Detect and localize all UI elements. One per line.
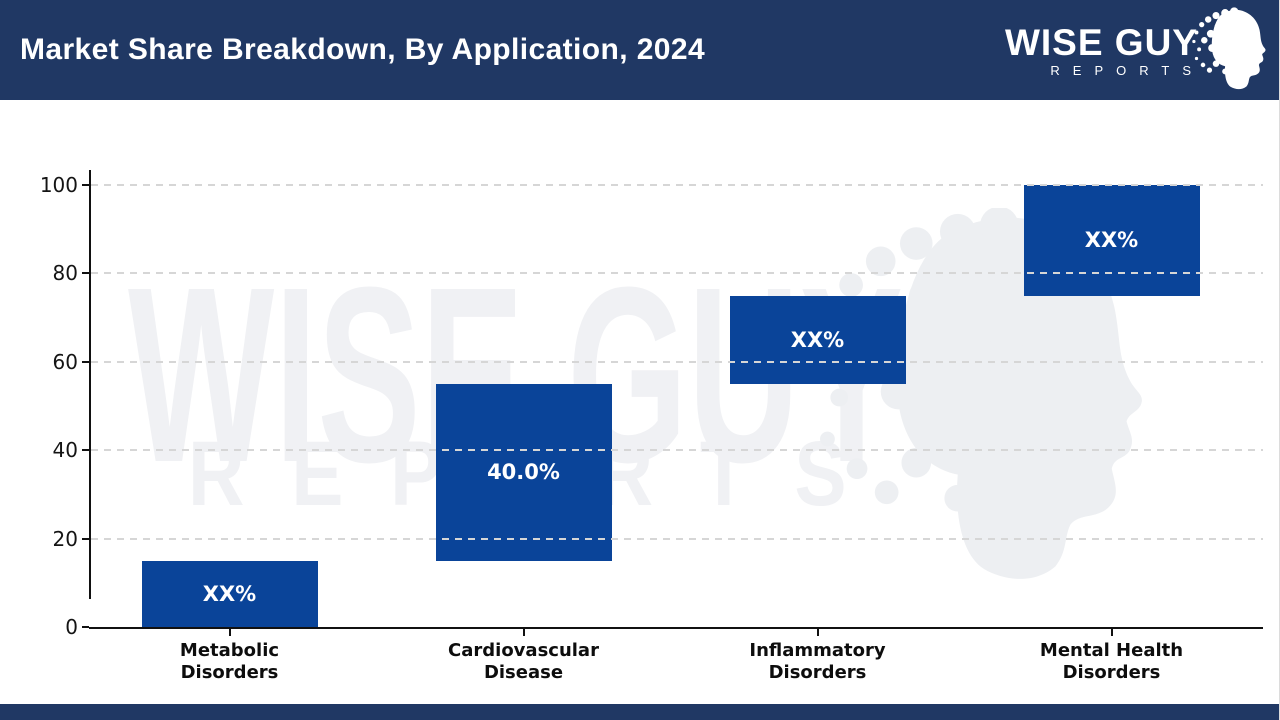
bar-value-label: 40.0%: [487, 460, 560, 485]
bar-value-label: XX%: [202, 581, 257, 606]
header: Market Share Breakdown, By Application, …: [0, 0, 1279, 100]
page-title: Market Share Breakdown, By Application, …: [20, 33, 706, 66]
gridline: [91, 184, 1263, 186]
logo-face-icon: [1192, 7, 1266, 90]
y-tick-mark: [82, 537, 89, 540]
logo: WISE GUY REPORTS: [1005, 0, 1270, 100]
y-tick-label: 0: [65, 615, 78, 639]
y-axis-line: [89, 170, 91, 599]
y-tick-mark: [82, 272, 89, 275]
bar-segment: [141, 560, 318, 627]
bar-segment: [729, 295, 906, 384]
plot-area: XX% 40.0% XX% XX% 0 20 40 60 80 100 Metabolic Diso…: [0, 100, 1279, 704]
bar-segment: [1023, 185, 1200, 296]
x-tick-mark: [816, 629, 819, 636]
x-axis-line: [89, 627, 1263, 629]
x-tick-mark: [522, 629, 525, 636]
y-tick-mark: [82, 360, 89, 363]
logo-wordmark: WISE GUY: [1004, 22, 1198, 63]
bar-segment: [435, 383, 612, 561]
x-tick-mark: [1110, 629, 1113, 636]
y-tick-mark: [82, 449, 89, 452]
category-label: Mental Health Disorders: [1039, 640, 1184, 683]
y-tick-label: 80: [52, 261, 78, 286]
y-tick-mark: [82, 626, 89, 628]
gridline: [91, 449, 1263, 452]
y-tick-label: 20: [52, 526, 78, 551]
footer-band: [0, 704, 1279, 720]
gridline: [91, 272, 1263, 275]
y-tick-label: 60: [52, 349, 78, 374]
gridline: [91, 537, 1263, 540]
category-label: Cardiovascular Disease: [448, 640, 599, 683]
y-tick-label: 40: [52, 438, 78, 463]
gridline: [91, 360, 1263, 363]
category-label: Metabolic Disorders: [179, 640, 280, 683]
bar-value-label: XX%: [1084, 228, 1139, 253]
y-tick-label: 100: [39, 173, 78, 197]
logo-subtitle: REPORTS: [1050, 63, 1204, 78]
y-tick-mark: [82, 184, 89, 186]
category-label: Inflammatory Disorders: [749, 640, 886, 683]
bar-value-label: XX%: [790, 327, 845, 352]
x-tick-mark: [228, 629, 231, 636]
